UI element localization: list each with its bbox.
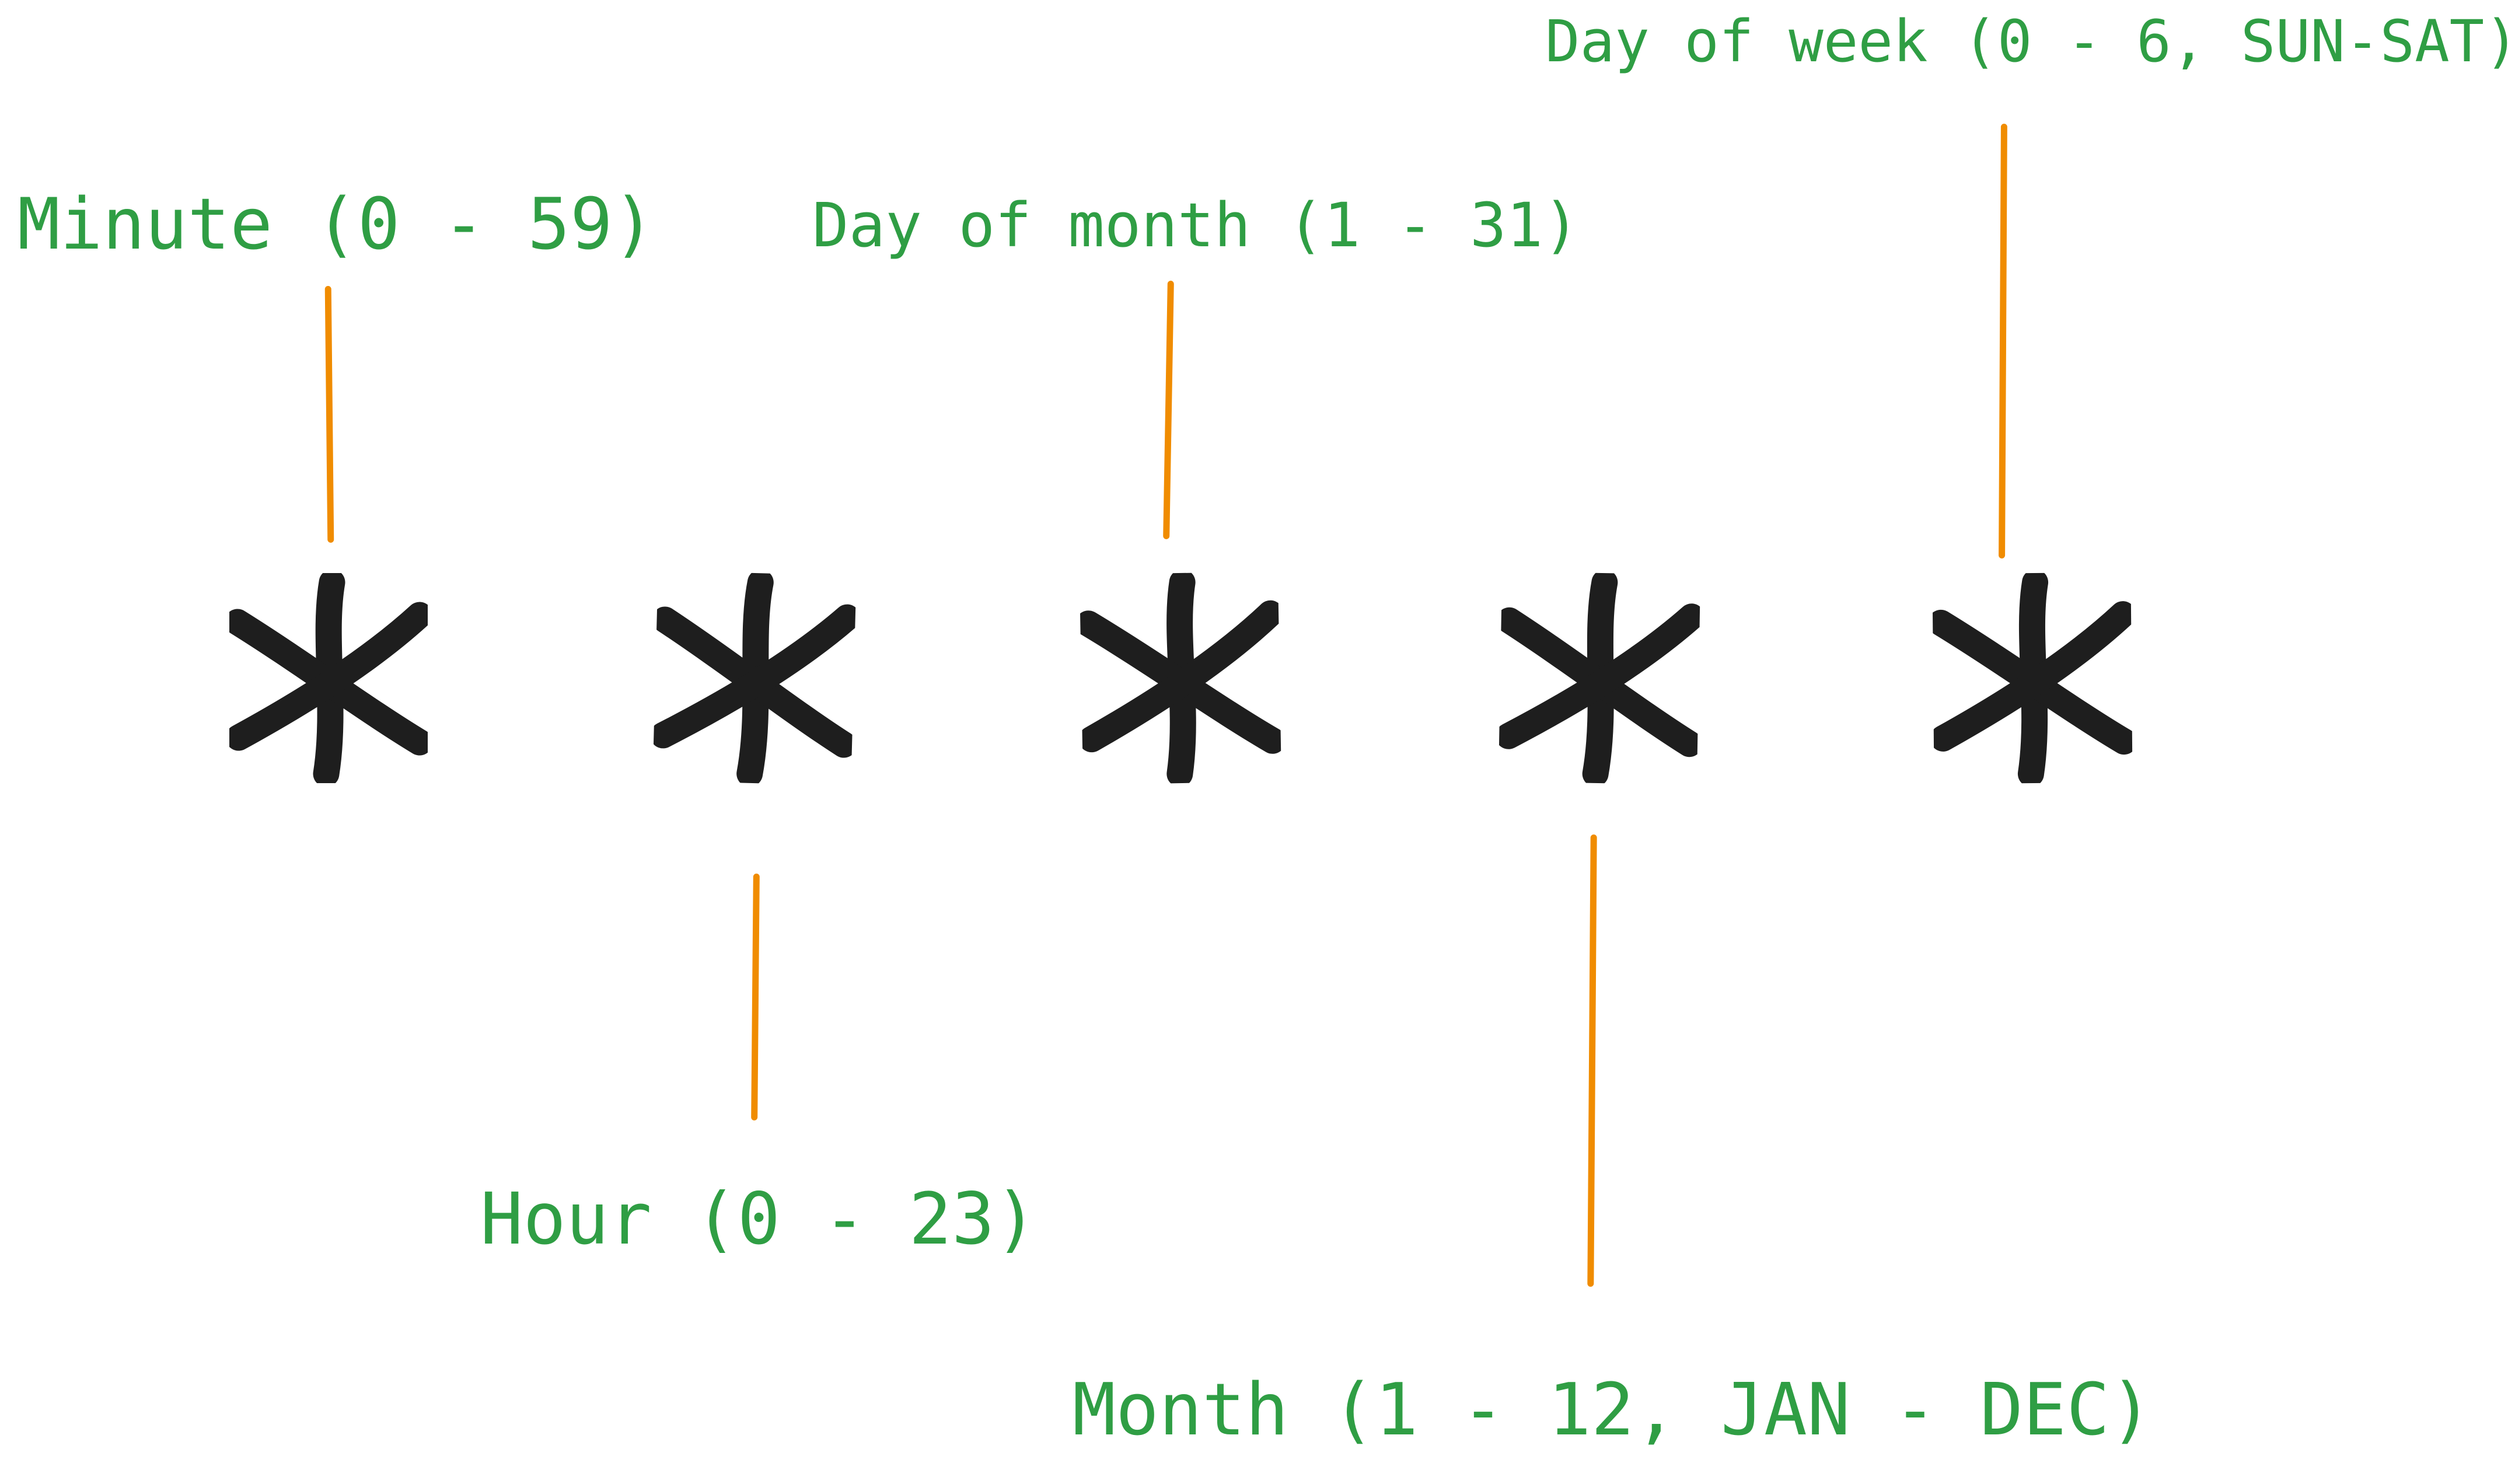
asterisk-icon-minute: [229, 573, 428, 783]
month-connector-line: [1587, 834, 1597, 1287]
day-of-month-field-label: Day of month (1 - 31): [812, 190, 1580, 261]
asterisk-icon-day-of-week: [1932, 572, 2133, 784]
month-field-label: Month (1 - 12, JAN - DEC): [1073, 1368, 2153, 1452]
asterisk-icon-day-of-month: [1079, 571, 1282, 785]
day-of-week-connector-line: [1999, 123, 2007, 559]
day-of-week-field-label: Day of week (0 - 6, SUN-SAT): [1545, 8, 2508, 75]
asterisk-icon-hour: [652, 570, 857, 786]
asterisk-icon-month: [1498, 571, 1701, 785]
hour-field-label: Hour (0 - 23): [480, 1178, 1038, 1260]
minute-connector-line: [324, 285, 334, 543]
hour-connector-line: [751, 873, 760, 1121]
minute-field-label: Minute (0 - 59): [18, 183, 655, 266]
day-of-month-connector-line: [1163, 280, 1174, 540]
